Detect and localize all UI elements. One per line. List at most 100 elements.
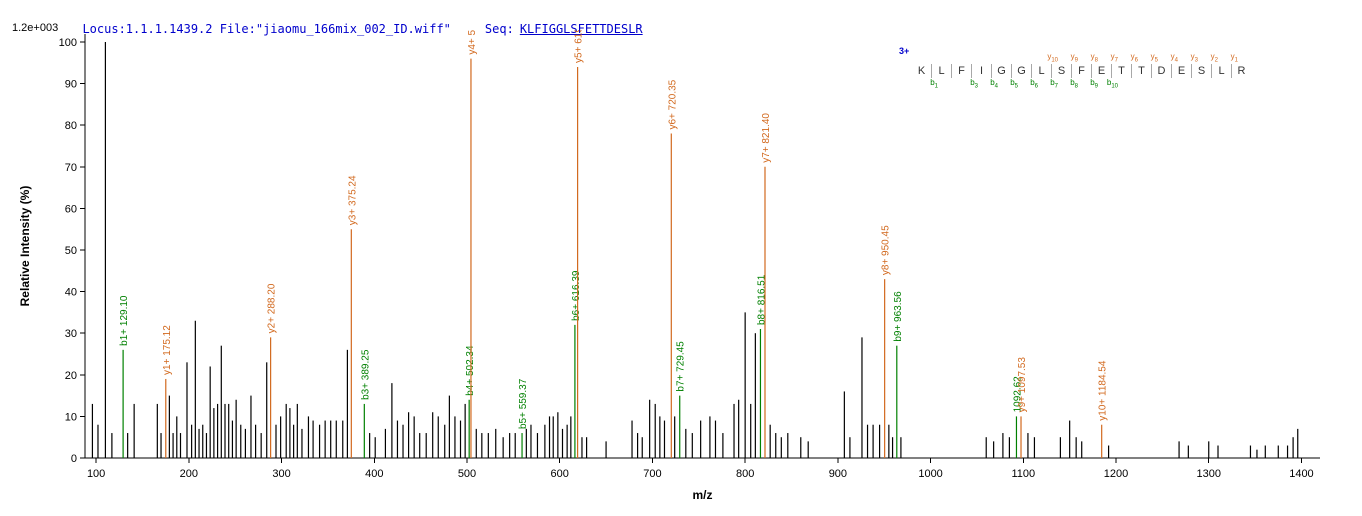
residue-letter: I — [979, 65, 984, 77]
peak-label: b8+ 816.51 — [756, 274, 767, 325]
sequence-text: KLFIGGLSFETTDESLR — [519, 22, 643, 36]
y-tick-label: 10 — [65, 411, 77, 423]
y-tick-label: 100 — [59, 37, 77, 49]
y-tick-label: 30 — [65, 328, 77, 340]
residue-letter: S — [1197, 65, 1206, 77]
spectrum-chart: 0 10 20 30 40 50 60 70 80 90 100 100 200 300 400 500 600… — [59, 30, 1320, 480]
residue-letter: K — [917, 65, 926, 77]
peak-label: b7+ 729.45 — [676, 341, 687, 392]
x-tick-label: 1200 — [1104, 468, 1128, 480]
peak-label: y9+ 1097.53 — [1017, 357, 1028, 413]
peak-label: y4+ 504.28 — [467, 30, 478, 55]
y-tick-label: 50 — [65, 245, 77, 257]
residue-letter: G — [1017, 65, 1026, 77]
residue-letter: E — [1177, 65, 1186, 77]
y-tick-label: 80 — [65, 120, 77, 132]
x-tick-label: 800 — [736, 468, 754, 480]
residue-r-17: R — [1232, 64, 1251, 78]
charge-state-label: 3+ — [899, 46, 910, 56]
residue-letter: T — [1138, 65, 1145, 77]
residue-l-2: L — [932, 64, 952, 78]
locus-file-text: Locus:1.1.1.1439.2 File:"jiaomu_166mix_0… — [82, 22, 451, 36]
intensity-scale-label: 1.2e+003 — [12, 22, 59, 34]
y-ion-marker-y3: y3 — [1190, 52, 1198, 64]
x-tick-label: 200 — [180, 468, 198, 480]
y-tick-label: 20 — [65, 370, 77, 382]
b-ion-marker-b1: b1 — [930, 78, 938, 90]
x-tick-label: 100 — [87, 468, 105, 480]
peak-label: b9+ 963.56 — [893, 291, 904, 342]
y-ion-marker-y9: y9 — [1070, 52, 1078, 64]
x-tick-label: 900 — [829, 468, 847, 480]
residue-letter: F — [958, 65, 965, 77]
x-axis-title: m/z — [692, 488, 713, 502]
peak-label: y10+ 1184.54 — [1098, 360, 1109, 421]
peak-label: b1+ 129.10 — [119, 295, 130, 346]
peak-label: b3+ 389.25 — [360, 349, 371, 400]
peak-label: y6+ 720.35 — [667, 79, 678, 129]
y-ion-marker-y10: y10 — [1047, 52, 1058, 64]
x-tick-label: 1100 — [1011, 468, 1035, 480]
residue-letter: L — [1038, 65, 1045, 77]
y-ion-marker-y6: y6 — [1130, 52, 1138, 64]
residue-letter: F — [1078, 65, 1085, 77]
peak-label: y1+ 175.12 — [162, 325, 173, 375]
y-ion-marker-y5: y5 — [1150, 52, 1158, 64]
peak-label: b5+ 559.37 — [518, 378, 529, 429]
y-tick-label: 60 — [65, 203, 77, 215]
x-tick-label: 1000 — [918, 468, 942, 480]
y-ion-marker-y4: y4 — [1170, 52, 1178, 64]
y-tick-label: 0 — [71, 453, 77, 465]
peak-label: y2+ 288.20 — [267, 283, 278, 333]
b-ion-marker-b9: b9 — [1090, 78, 1098, 90]
y-ion-marker-y8: y8 — [1090, 52, 1098, 64]
residue-letter: R — [1237, 65, 1246, 77]
header: Locus:1.1.1.1439.2 File:"jiaomu_166mix_0… — [68, 8, 643, 36]
x-tick-label: 400 — [365, 468, 383, 480]
b-ion-marker-b7: b7 — [1050, 78, 1058, 90]
residue-letter: L — [938, 65, 945, 77]
peak-label: y7+ 821.40 — [761, 113, 772, 163]
residue-letter: L — [1218, 65, 1225, 77]
b-ion-marker-b4: b4 — [990, 78, 998, 90]
x-tick-label: 300 — [272, 468, 290, 480]
residue-letter: G — [997, 65, 1006, 77]
b-ion-marker-b8: b8 — [1070, 78, 1078, 90]
peak-label: 1092.62 — [1012, 376, 1023, 413]
y-tick-label: 70 — [65, 162, 77, 174]
y-tick-label: 40 — [65, 287, 77, 299]
residue-letter: S — [1057, 65, 1066, 77]
peak-label: y8+ 950.45 — [881, 225, 892, 275]
residue-letter: T — [1118, 65, 1125, 77]
b-ion-marker-b5: b5 — [1010, 78, 1018, 90]
residue-letter: D — [1157, 65, 1166, 77]
b-ion-marker-b6: b6 — [1030, 78, 1038, 90]
y-ion-marker-y2: y2 — [1210, 52, 1218, 64]
residue-letter: E — [1097, 65, 1106, 77]
x-tick-label: 600 — [551, 468, 569, 480]
y-ion-marker-y7: y7 — [1110, 52, 1118, 64]
peak-label: y5+ 619.30 — [574, 30, 585, 63]
y-ion-marker-y1: y1 — [1230, 52, 1238, 64]
x-tick-label: 1400 — [1289, 468, 1313, 480]
x-tick-label: 1300 — [1196, 468, 1220, 480]
x-tick-label: 500 — [458, 468, 476, 480]
